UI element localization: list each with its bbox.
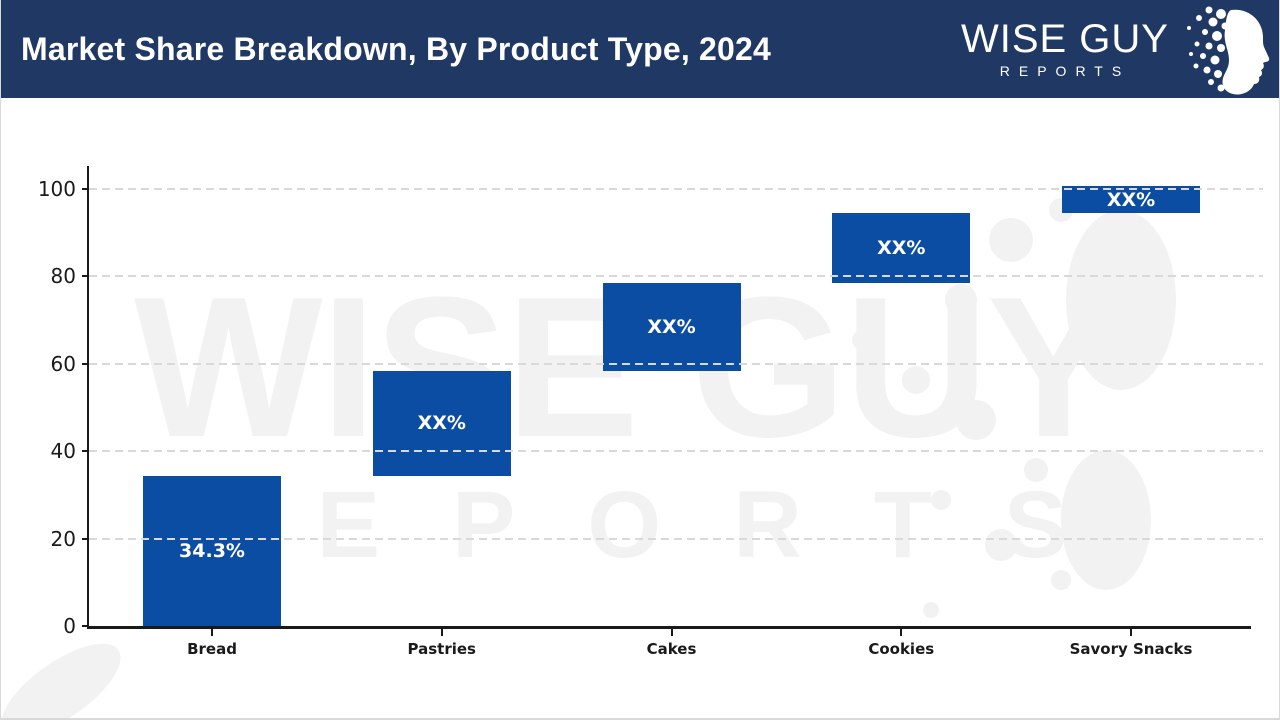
gridline [89,450,1263,452]
y-tick-label: 100 [37,176,76,201]
bar-cookies: XX% [832,213,971,284]
x-tick-mark [211,629,213,636]
y-tick-label: 60 [50,351,76,376]
wiseguy-logo: WISE GUY REPORTS [961,2,1279,96]
x-tick-mark [900,629,903,636]
y-tick-label: 0 [63,614,76,638]
x-axis-line [87,626,1251,629]
y-axis-line [87,166,89,628]
bar-savory-snacks: XX% [1062,186,1200,214]
x-tick-label-pastries: Pastries [407,640,476,658]
wiseguy-head-icon [1187,6,1270,95]
y-tick-label: 20 [50,526,76,551]
bar-value-label: XX% [877,237,926,260]
logo-wordmark: WISE GUY [960,17,1169,61]
y-tick-mark [82,625,89,627]
x-tick-mark [670,629,673,636]
wiseguy-logo-text: WISE GUY REPORTS [961,19,1169,79]
gridline [89,362,1263,365]
logo-subtitle: REPORTS [999,63,1131,79]
bar-value-label: XX% [1106,188,1156,211]
gridline [89,275,1263,277]
gridline [89,537,1263,540]
y-tick-mark [82,450,89,452]
x-tick-mark [440,629,443,636]
bar-value-label: 34.3% [179,539,245,562]
y-tick-mark [82,537,89,540]
bar-bread: 34.3% [143,475,281,626]
bar-value-label: XX% [417,412,466,435]
watermark-subtitle: REPORTS [176,472,1140,578]
y-tick-mark [82,362,89,365]
y-tick-label: 80 [50,264,76,288]
gridline [89,187,1263,190]
chart-title: Market Share Breakdown, By Product Type,… [21,30,771,67]
x-tick-label-bread: Bread [187,640,237,658]
x-tick-mark [1130,629,1132,636]
y-tick-mark [82,275,89,277]
bar-cakes: XX% [602,283,741,371]
bar-pastries: XX% [372,370,511,476]
x-tick-label-cookies: Cookies [868,640,935,658]
y-tick-mark [82,187,89,190]
x-tick-label-cakes: Cakes [646,640,697,658]
y-tick-label: 40 [50,439,76,463]
bar-value-label: XX% [647,316,696,339]
header-bar: Market Share Breakdown, By Product Type,… [1,0,1279,98]
x-tick-label-savory-snacks: Savory Snacks [1069,640,1193,658]
